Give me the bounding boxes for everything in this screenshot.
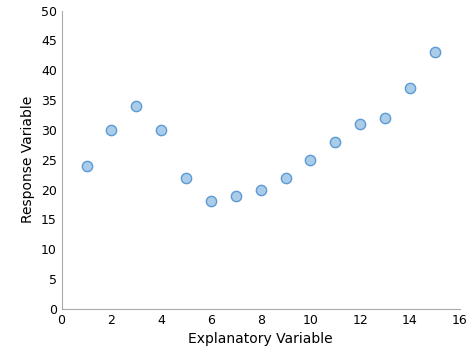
Point — [82, 163, 90, 169]
Point — [307, 157, 314, 163]
Point — [282, 175, 289, 180]
Point — [381, 115, 389, 121]
Point — [132, 103, 140, 109]
Point — [406, 85, 414, 91]
Point — [331, 139, 339, 145]
Point — [182, 175, 190, 180]
Point — [157, 127, 165, 133]
X-axis label: Explanatory Variable: Explanatory Variable — [188, 332, 333, 346]
Point — [108, 127, 115, 133]
Point — [356, 121, 364, 127]
Point — [431, 50, 438, 55]
Y-axis label: Response Variable: Response Variable — [21, 96, 35, 223]
Point — [232, 193, 239, 198]
Point — [207, 199, 215, 204]
Point — [257, 187, 264, 192]
